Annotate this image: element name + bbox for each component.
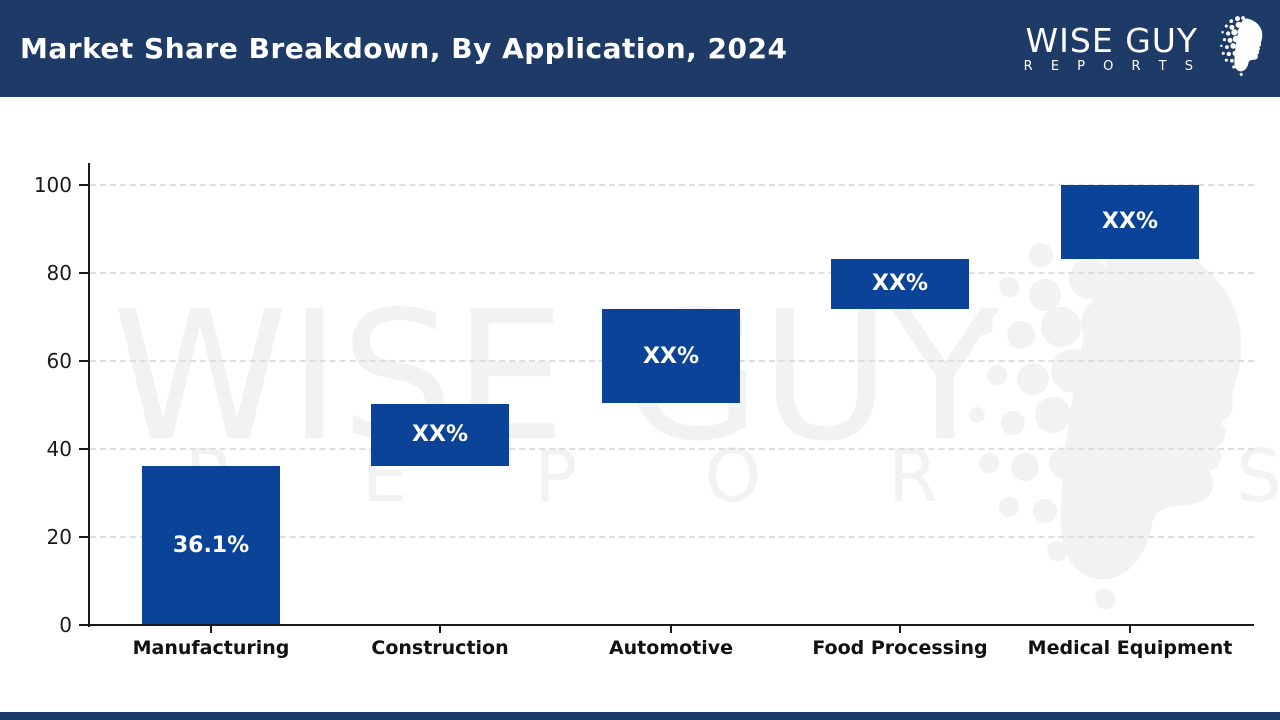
- bar-manufacturing: 36.1%: [142, 466, 280, 625]
- bar-value-label-medical-equipment: XX%: [1102, 209, 1158, 235]
- bar-value-label-food-processing: XX%: [872, 271, 928, 297]
- gridline-100: [90, 184, 1254, 186]
- y-tick-label-40: 40: [46, 437, 72, 461]
- y-tick-mark-60: [79, 360, 88, 362]
- x-tick-mark-manufacturing: [210, 626, 212, 633]
- y-tick-label-0: 0: [59, 613, 72, 637]
- bar-value-label-manufacturing: 36.1%: [172, 533, 250, 559]
- category-label-medical-equipment: Medical Equipment: [1027, 637, 1233, 659]
- bar-food-processing: XX%: [831, 258, 969, 310]
- category-label-automotive: Automotive: [608, 637, 734, 659]
- gridline-40: [90, 448, 1254, 450]
- y-axis-line: [88, 163, 90, 627]
- wiseguy-logo: WISE GUY R E P O R T S: [1024, 11, 1266, 87]
- header-bar: Market Share Breakdown, By Application, …: [0, 0, 1280, 97]
- page-title: Market Share Breakdown, By Application, …: [20, 32, 788, 65]
- category-label-construction: Construction: [371, 637, 509, 659]
- wiseguy-logo-text: WISE GUY R E P O R T S: [1023, 20, 1200, 74]
- bar-automotive: XX%: [602, 309, 740, 404]
- y-tick-label-100: 100: [33, 173, 72, 197]
- footer-bar: [0, 712, 1280, 720]
- logo-reports-label: R E P O R T S: [1023, 58, 1200, 74]
- category-label-food-processing: Food Processing: [812, 637, 988, 659]
- bar-value-label-automotive: XX%: [643, 343, 699, 369]
- bar-construction: XX%: [371, 403, 509, 467]
- y-tick-mark-20: [79, 536, 88, 538]
- gridline-80: [90, 272, 1254, 274]
- y-tick-mark-40: [79, 448, 88, 450]
- y-tick-label-20: 20: [46, 525, 72, 549]
- x-tick-mark-construction: [439, 626, 441, 633]
- category-label-manufacturing: Manufacturing: [132, 637, 290, 659]
- y-tick-mark-100: [79, 184, 88, 186]
- gridline-20: [90, 536, 1254, 538]
- watermark-wiseguy-text: WISE GUY: [112, 273, 1000, 480]
- y-tick-label-80: 80: [46, 261, 72, 285]
- y-tick-mark-0: [79, 624, 88, 626]
- wiseguy-head-icon: [1204, 11, 1266, 87]
- logo-wiseguy-label: WISE GUY: [1025, 20, 1199, 60]
- y-tick-label-60: 60: [46, 349, 72, 373]
- y-tick-mark-80: [79, 272, 88, 274]
- bar-medical-equipment: XX%: [1061, 185, 1199, 259]
- x-tick-mark-food-processing: [899, 626, 901, 633]
- x-tick-mark-medical-equipment: [1129, 626, 1131, 633]
- bar-value-label-construction: XX%: [412, 422, 468, 448]
- x-axis-line: [88, 624, 1254, 626]
- x-tick-mark-automotive: [670, 626, 672, 633]
